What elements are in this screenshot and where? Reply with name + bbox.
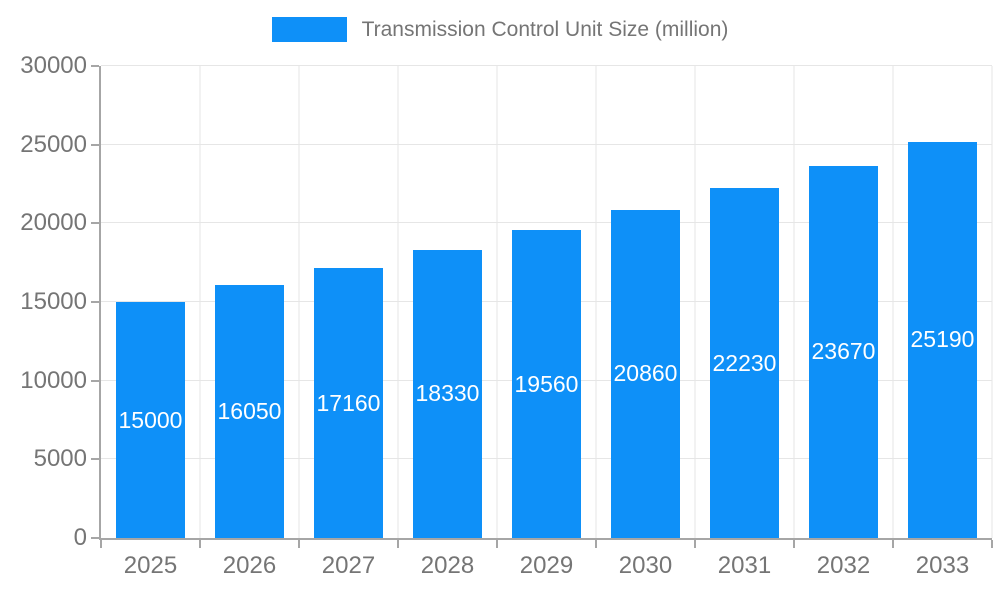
y-tick-label: 25000 <box>20 130 87 158</box>
gridline-vertical <box>199 66 201 538</box>
gridline-horizontal <box>101 143 992 145</box>
x-axis-tick <box>693 540 696 548</box>
bar-2031[interactable]: 22230 <box>709 188 780 538</box>
bar-value-label: 19560 <box>514 370 579 397</box>
bar-2029[interactable]: 19560 <box>511 230 582 538</box>
bar-value-label: 18330 <box>415 380 480 407</box>
bar-2026[interactable]: 16050 <box>214 285 285 538</box>
bar-2030[interactable]: 20860 <box>610 209 681 538</box>
x-tick-label: 2031 <box>717 552 772 579</box>
gridline-vertical <box>496 66 498 538</box>
gridline-vertical <box>793 66 795 538</box>
y-axis-tick <box>91 143 99 146</box>
gridline-horizontal <box>101 222 992 224</box>
y-tick-label: 20000 <box>20 209 87 237</box>
x-axis-tick <box>298 540 300 548</box>
y-axis-tick <box>91 301 99 303</box>
bar-value-label: 16050 <box>217 398 282 425</box>
y-axis-tick <box>91 379 99 382</box>
legend-swatch <box>271 17 347 42</box>
bar-value-label: 22230 <box>712 349 777 376</box>
x-axis-tick <box>595 540 597 548</box>
x-tick-label: 2032 <box>816 552 871 579</box>
legend-label: Transmission Control Unit Size (million) <box>361 17 729 41</box>
legend-item[interactable]: Transmission Control Unit Size (million) <box>0 17 1000 42</box>
bar-value-label: 23670 <box>811 338 876 365</box>
x-tick-label: 2030 <box>618 552 673 579</box>
bar-value-label: 20860 <box>613 360 678 387</box>
y-axis-tick <box>91 65 99 67</box>
gridline-vertical <box>991 66 993 538</box>
x-tick-label: 2027 <box>321 552 376 579</box>
x-tick-label: 2029 <box>519 552 574 579</box>
gridline-vertical <box>298 66 300 538</box>
bar-value-label: 15000 <box>118 406 183 433</box>
y-axis-tick <box>91 537 99 539</box>
gridline-horizontal <box>101 65 992 66</box>
x-axis-tick <box>496 540 498 548</box>
bar-2033[interactable]: 25190 <box>907 141 978 538</box>
gridline-vertical <box>694 66 696 538</box>
x-tick-label: 2025 <box>123 552 178 579</box>
x-axis-tick <box>991 540 993 548</box>
x-axis-tick <box>100 540 102 548</box>
bar-2025[interactable]: 15000 <box>115 302 186 538</box>
y-tick-label: 15000 <box>20 288 87 315</box>
y-axis-tick <box>91 458 99 461</box>
y-axis-tick <box>91 222 99 225</box>
gridline-vertical <box>397 66 399 538</box>
x-tick-label: 2028 <box>420 552 475 579</box>
x-axis-tick <box>793 540 795 548</box>
x-axis-tick <box>396 540 399 548</box>
bar-2032[interactable]: 23670 <box>808 165 879 538</box>
y-tick-label: 5000 <box>33 445 87 473</box>
x-tick-label: 2033 <box>915 552 970 579</box>
bar-value-label: 17160 <box>316 389 381 416</box>
x-axis-tick <box>199 540 201 548</box>
gridline-vertical <box>595 66 597 538</box>
bar-2027[interactable]: 17160 <box>313 268 384 538</box>
y-tick-label: 30000 <box>20 52 87 79</box>
x-axis-tick <box>892 540 894 548</box>
gridline-vertical <box>892 66 894 538</box>
bar-value-label: 25190 <box>910 326 975 353</box>
bar-2028[interactable]: 18330 <box>412 249 483 538</box>
x-tick-label: 2026 <box>222 552 277 579</box>
y-tick-label: 10000 <box>20 366 87 394</box>
y-tick-label: 0 <box>73 524 87 551</box>
plot-area: 0 5000 10000 15000 20000 25000 30000 2025 15000 2… <box>20 54 993 578</box>
